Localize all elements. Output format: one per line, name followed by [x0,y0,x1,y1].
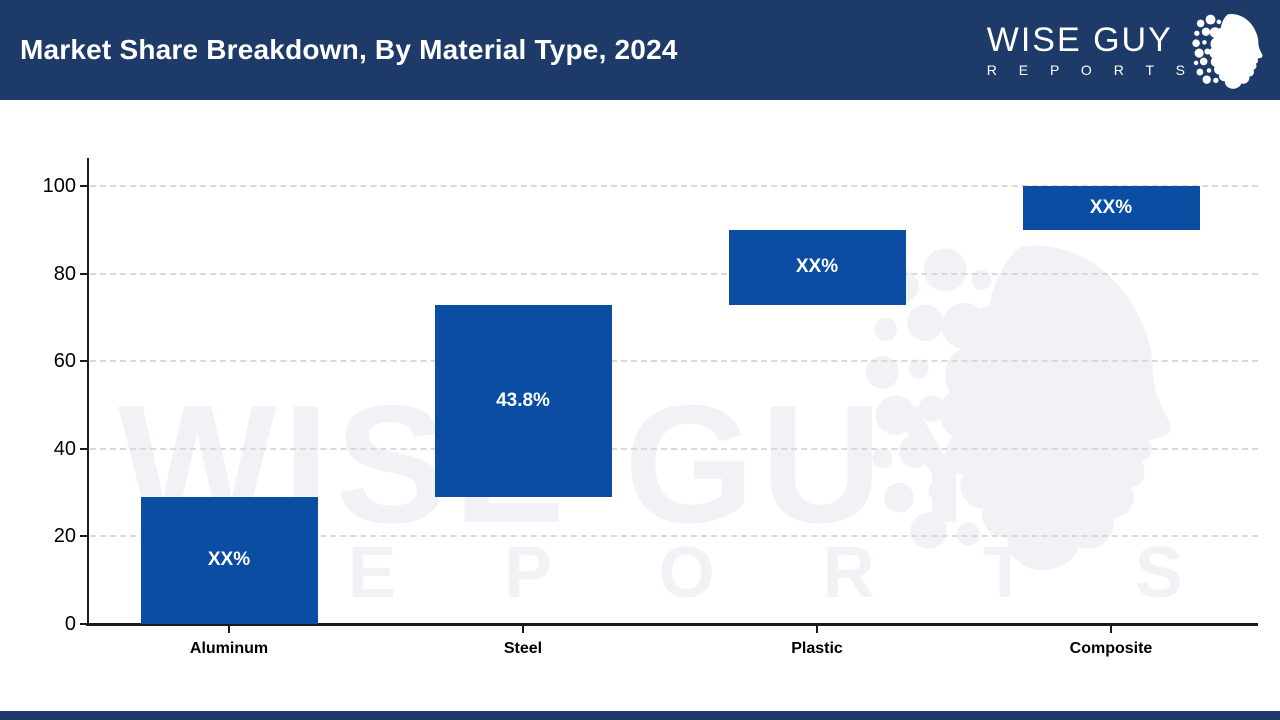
logo-text: WISE GUY R E P O R T S [987,23,1194,77]
bar-value-label: XX% [1089,196,1133,218]
x-axis-tick-mark [816,626,818,633]
gridline-100 [90,185,1258,187]
bar-composite: XX% [1022,186,1200,230]
y-axis-tick-label: 40 [53,437,76,460]
gridline-40 [90,447,1258,450]
logo-wordmark: WISE GUY [986,21,1173,59]
y-axis-tick-label: 100 [42,175,76,197]
y-axis-line [87,158,89,626]
category-label: Plastic [791,640,843,657]
footer-bar [0,711,1280,720]
bar-value-label: XX% [207,549,251,571]
x-axis-tick-mark [228,626,230,633]
bar-aluminum: XX% [140,496,318,624]
y-axis-tick-mark [80,185,88,187]
y-axis-tick-mark [80,447,88,450]
y-axis-tick-mark [80,535,88,538]
bar-value-label: 43.8% [496,390,550,412]
y-axis-tick-label: 0 [64,613,76,635]
logo-subtitle: R E P O R T S [986,62,1194,78]
bar-steel: 43.8% [434,305,612,497]
y-axis-tick-mark [80,272,88,275]
bar-plastic: XX% [728,229,906,306]
chart-title: Market Share Breakdown, By Material Type… [20,34,678,65]
y-axis-tick-mark [80,360,88,363]
x-axis-line [86,623,1258,626]
y-axis-tick-label: 20 [53,525,76,548]
gridline-80 [90,272,1258,275]
x-axis-tick-mark [1110,626,1112,633]
category-label: Aluminum [189,640,269,657]
y-axis-tick-mark [80,623,88,625]
wiseguy-logo: WISE GUY R E P O R T S [987,8,1266,92]
y-axis-tick-label: 80 [53,262,76,285]
y-axis-tick-label: 60 [53,350,76,373]
header-bar: Market Share Breakdown, By Material Type… [0,0,1280,100]
bar-value-label: XX% [795,256,839,278]
gridline-20 [90,535,1258,538]
gridline-60 [90,360,1258,363]
x-axis-tick-mark [522,626,524,633]
category-label: Composite [1069,640,1153,657]
category-label: Steel [503,640,543,657]
